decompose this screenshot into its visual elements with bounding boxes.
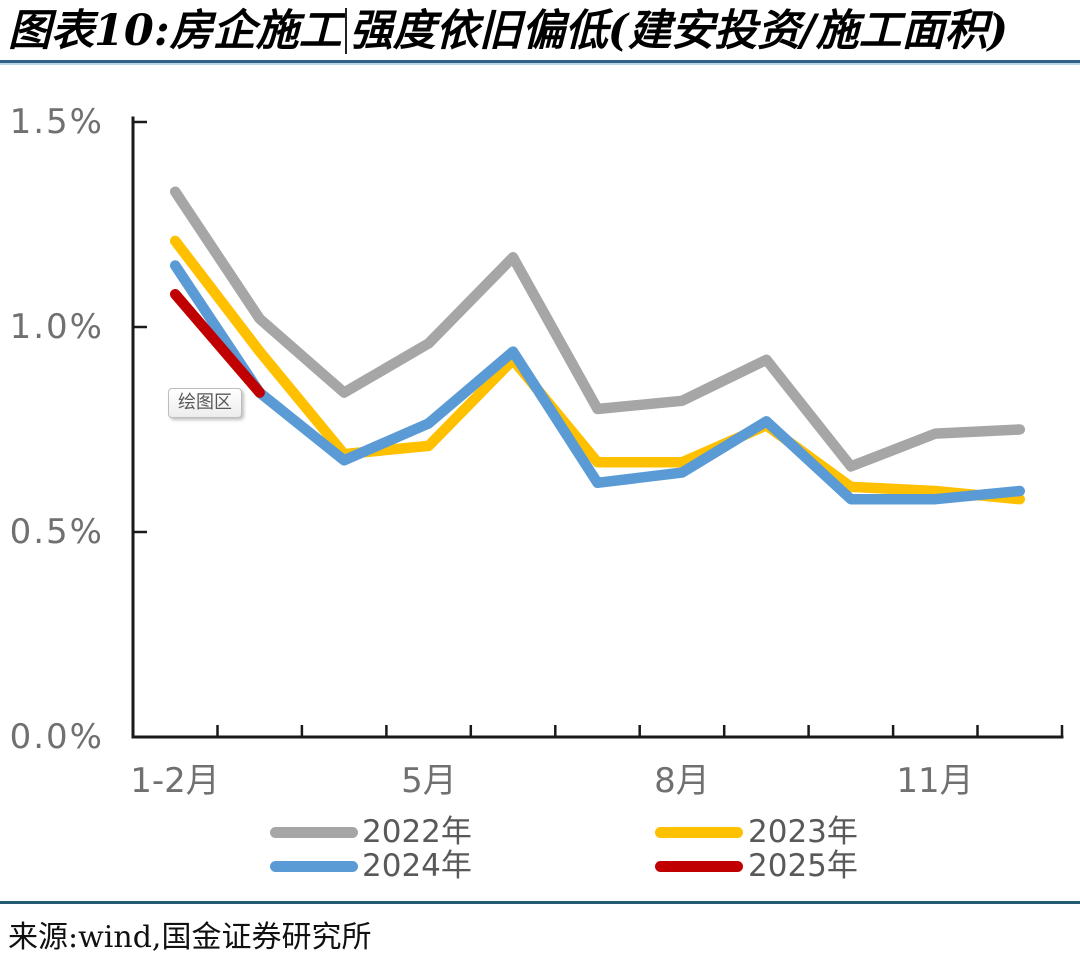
legend-swatch-2024 xyxy=(270,861,358,872)
series-line-2025年 xyxy=(169,288,265,398)
y-axis-label-0-0: 0.0% xyxy=(9,717,104,757)
y-axis-label-1-5: 1.5% xyxy=(9,102,104,142)
legend-label-2022: 2022年 xyxy=(362,814,472,850)
chart-plot-area[interactable] xyxy=(133,118,1062,738)
x-axis-label-5month: 5月 xyxy=(401,761,457,801)
axis-ticks xyxy=(133,120,1064,737)
legend-swatch-2023 xyxy=(655,827,743,838)
y-axis-label-1-0: 1.0% xyxy=(9,307,104,347)
x-axis-label-1-2month: 1-2月 xyxy=(130,761,220,801)
legend-swatch-2022 xyxy=(270,827,358,838)
chart-title: 图表10:房企施工 强度依旧偏低(建安投资/施工面积) xyxy=(8,4,1076,60)
legend-swatch-2025 xyxy=(655,861,743,872)
title-divider xyxy=(0,60,1080,65)
series-line-2023年 xyxy=(169,235,1026,505)
title-divider-light-line xyxy=(0,63,1080,65)
chart-title-left: 图表10:房企施工 xyxy=(8,6,342,56)
text-cursor xyxy=(344,8,347,54)
axes xyxy=(131,116,1064,739)
y-axis-label-0-5: 0.5% xyxy=(9,512,104,552)
footer-divider xyxy=(0,901,1080,904)
series-lines xyxy=(169,186,1026,505)
title-divider-dark-line xyxy=(0,60,1080,63)
plot-area-tooltip: 绘图区 xyxy=(168,388,242,418)
legend-label-2024: 2024年 xyxy=(362,848,472,884)
x-axis-label-11month: 11月 xyxy=(896,761,974,801)
series-line-2022年 xyxy=(169,186,1026,472)
legend-label-2025: 2025年 xyxy=(748,848,858,884)
chart-title-right: 强度依旧偏低(建安投资/施工面积) xyxy=(349,6,1009,56)
source-note: 来源:wind,国金证券研究所 xyxy=(8,920,372,955)
series-line-2024年 xyxy=(169,260,1026,505)
legend-label-2023: 2023年 xyxy=(748,814,858,850)
x-axis-label-8month: 8月 xyxy=(654,761,710,801)
